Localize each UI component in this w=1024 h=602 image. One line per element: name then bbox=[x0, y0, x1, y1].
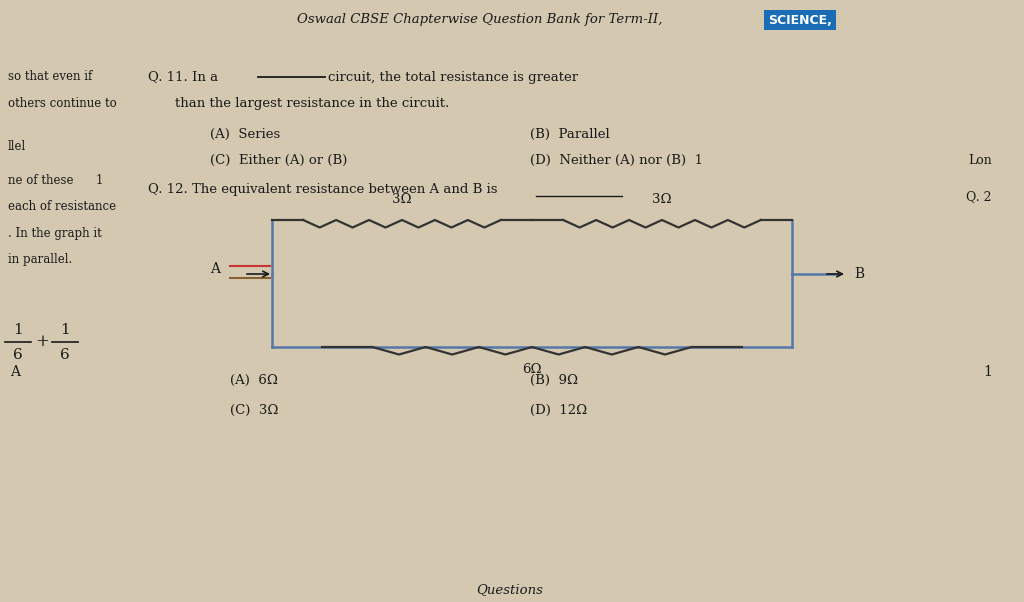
Text: (B)  9Ω: (B) 9Ω bbox=[530, 373, 578, 386]
Text: A: A bbox=[210, 262, 220, 276]
Text: 6: 6 bbox=[60, 348, 70, 362]
Text: SCIENCE,: SCIENCE, bbox=[768, 13, 831, 26]
Text: (D)  Neither (A) nor (B)  1: (D) Neither (A) nor (B) 1 bbox=[530, 154, 703, 167]
Text: than the largest resistance in the circuit.: than the largest resistance in the circu… bbox=[175, 98, 450, 111]
Text: (C)  Either (A) or (B): (C) Either (A) or (B) bbox=[210, 154, 347, 167]
Text: (B)  Parallel: (B) Parallel bbox=[530, 128, 609, 140]
Text: A: A bbox=[10, 365, 20, 379]
Text: (C)  3Ω: (C) 3Ω bbox=[230, 403, 279, 417]
Text: in parallel.: in parallel. bbox=[8, 253, 73, 267]
Text: (D)  12Ω: (D) 12Ω bbox=[530, 403, 587, 417]
Text: Q. 12. The equivalent resistance between A and B is: Q. 12. The equivalent resistance between… bbox=[148, 184, 498, 196]
Text: 3Ω: 3Ω bbox=[652, 193, 672, 206]
Text: Q. 11. In a: Q. 11. In a bbox=[148, 70, 218, 84]
Text: Questions: Questions bbox=[476, 583, 544, 597]
Text: others continue to: others continue to bbox=[8, 98, 117, 111]
Text: each of resistance: each of resistance bbox=[8, 200, 116, 214]
Text: so that even if: so that even if bbox=[8, 70, 92, 84]
Text: (A)  6Ω: (A) 6Ω bbox=[230, 373, 278, 386]
Text: 3Ω: 3Ω bbox=[392, 193, 412, 206]
Text: Oswaal CBSE Chapterwise Question Bank for Term-II,: Oswaal CBSE Chapterwise Question Bank fo… bbox=[297, 13, 663, 26]
Text: 6Ω: 6Ω bbox=[522, 363, 542, 376]
Text: ne of these      1: ne of these 1 bbox=[8, 173, 103, 187]
Text: 1: 1 bbox=[13, 323, 23, 337]
Text: . In the graph it: . In the graph it bbox=[8, 228, 101, 241]
Text: llel: llel bbox=[8, 140, 27, 154]
Text: Q. 2: Q. 2 bbox=[967, 190, 992, 203]
Text: 1: 1 bbox=[60, 323, 70, 337]
Text: circuit, the total resistance is greater: circuit, the total resistance is greater bbox=[328, 70, 579, 84]
Text: 6: 6 bbox=[13, 348, 23, 362]
Text: (A)  Series: (A) Series bbox=[210, 128, 281, 140]
Text: Lon: Lon bbox=[969, 154, 992, 167]
Text: +: + bbox=[35, 334, 49, 350]
Text: B: B bbox=[854, 267, 864, 281]
Text: 1: 1 bbox=[983, 365, 992, 379]
